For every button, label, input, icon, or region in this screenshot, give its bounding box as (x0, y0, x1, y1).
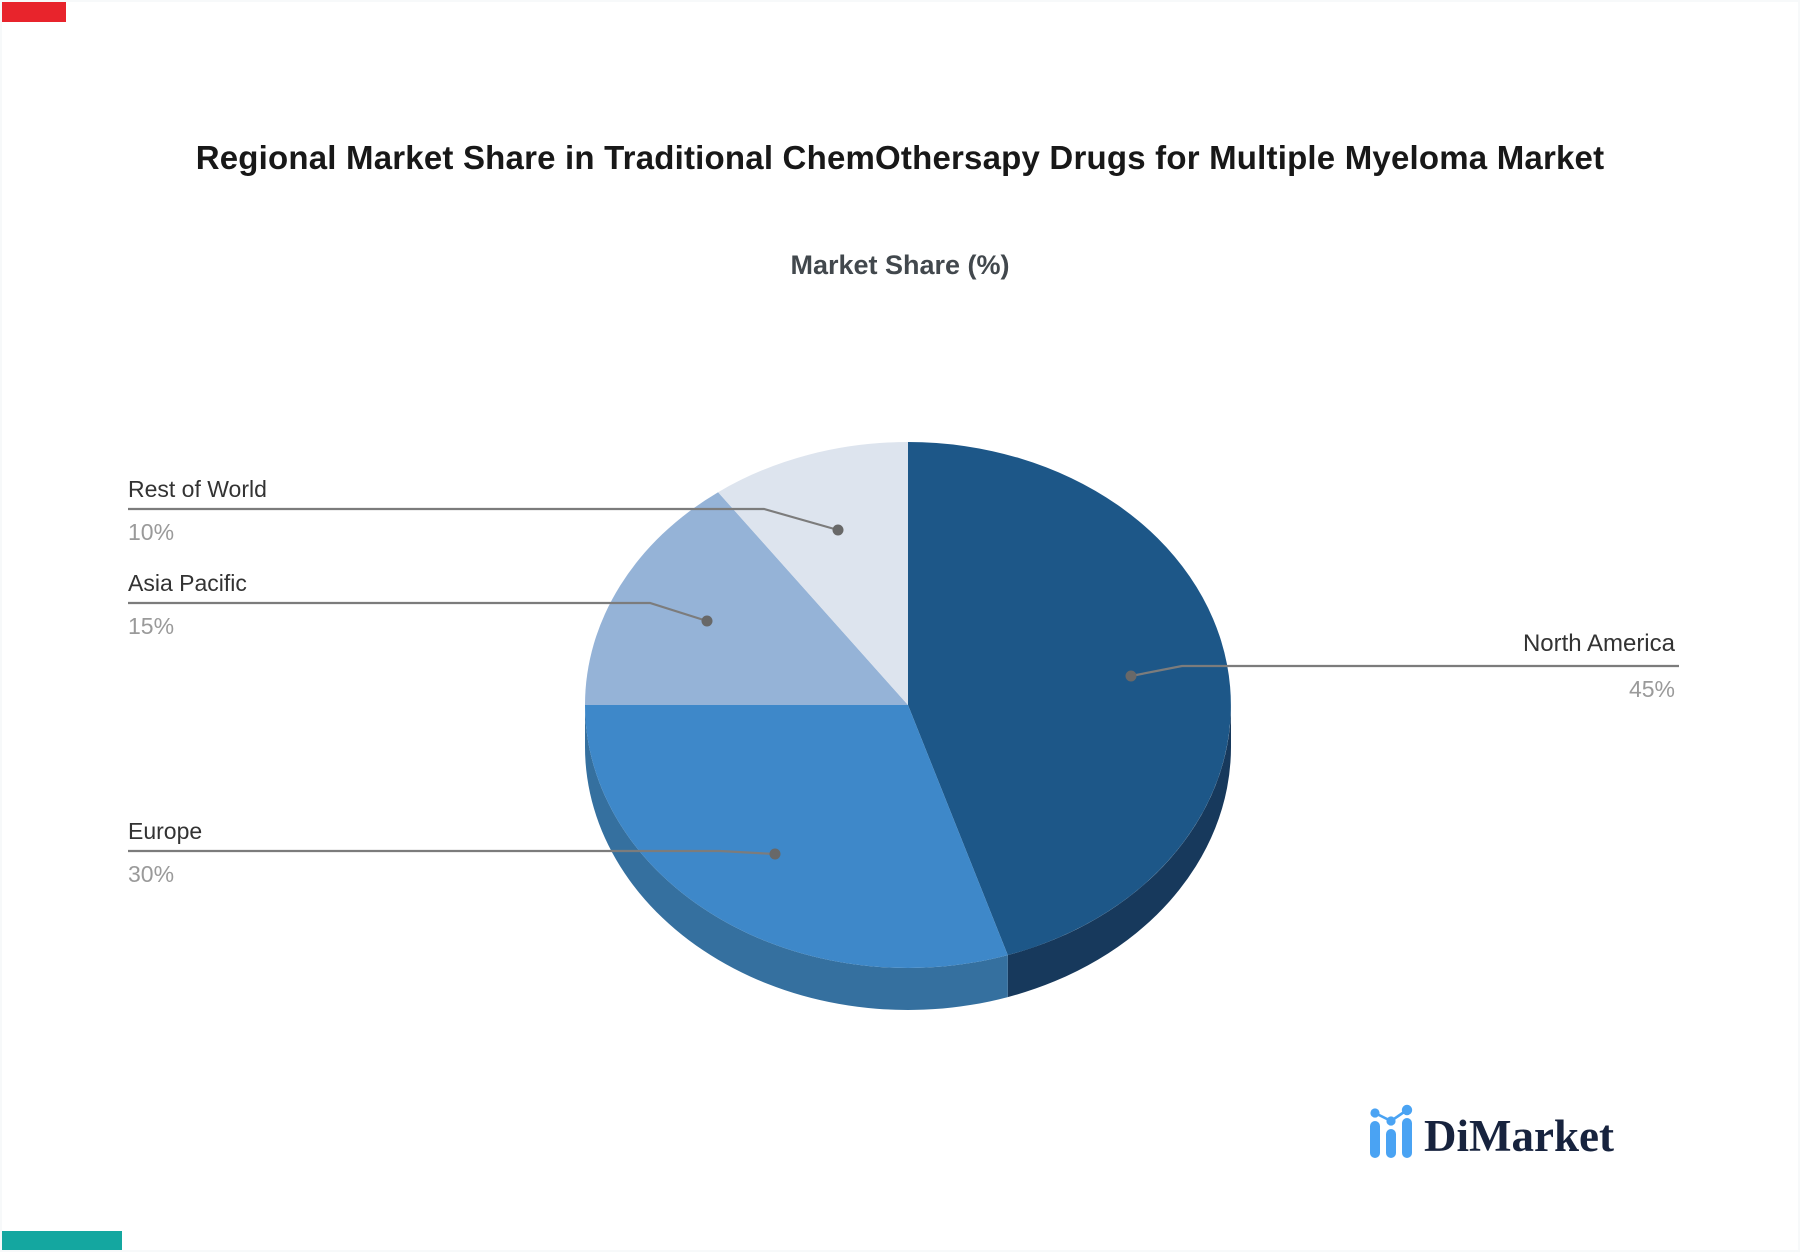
slice-percent: 10% (128, 519, 175, 545)
slice-percent: 45% (1628, 676, 1675, 702)
callout-europe-pct: 30% (128, 861, 174, 888)
slice-label: Asia Pacific (128, 570, 247, 596)
slice-label: North America (1522, 630, 1675, 657)
callout-rest-of-world-pct: 10% (128, 519, 174, 546)
leader-dot-asia-pacific (701, 615, 713, 627)
pie-rim-north-america (1007, 705, 1231, 998)
pie-slice-rest-of-world[interactable] (718, 442, 908, 705)
callout-rest-of-world: Rest of World (128, 476, 267, 503)
callout-lines (128, 507, 1679, 856)
callout-europe: Europe (128, 818, 202, 845)
leader-line-rest-of-world (128, 507, 839, 532)
callout-asia-pacific: Asia Pacific (128, 570, 247, 597)
slice-label: Europe (128, 818, 203, 844)
leader-line-europe (128, 849, 776, 856)
callout-dots (701, 524, 1137, 860)
dimarket-logo: DiMarket (1362, 1092, 1682, 1172)
pie-slice-europe[interactable] (585, 705, 1008, 968)
slice-percent: 15% (128, 613, 175, 639)
chart-subtitle: Market Share (%) (790, 250, 1010, 280)
pie-slice-north-america[interactable] (908, 442, 1231, 956)
bar-chart-trendline-icon (1370, 1104, 1413, 1158)
leader-line-asia-pacific (128, 601, 708, 623)
leader-dot-europe (769, 848, 781, 860)
slice-percent: 30% (128, 861, 175, 887)
callout-asia-pacific-pct: 15% (128, 613, 174, 640)
callout-north-america: North America (1523, 630, 1675, 657)
logo-text: DiMarket (1424, 1111, 1614, 1161)
callout-north-america-pct: 45% (1629, 676, 1675, 703)
top-left-marker (2, 2, 66, 22)
pie-rim-europe (585, 705, 1008, 1010)
leader-dot-rest-of-world (832, 524, 844, 536)
leader-dot-north-america (1125, 670, 1137, 682)
chart-title: Regional Market Share in Traditional Che… (195, 139, 1605, 176)
leader-line-north-america (1130, 664, 1679, 678)
bottom-left-marker (2, 1231, 122, 1250)
slice-label: Rest of World (128, 476, 267, 502)
pie-slice-asia-pacific[interactable] (585, 492, 908, 705)
